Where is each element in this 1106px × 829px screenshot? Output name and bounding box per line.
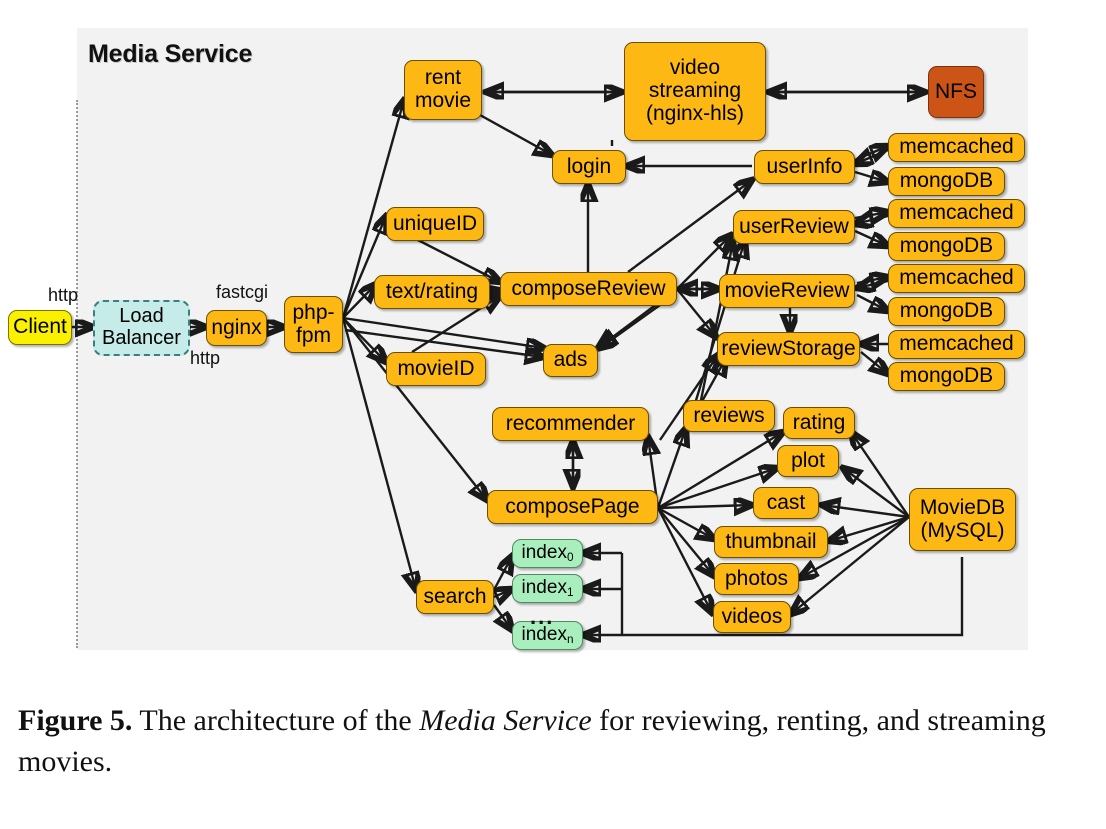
node-memcached-4[interactable]: memcached bbox=[888, 330, 1025, 359]
caption-text-before: The architecture of the bbox=[139, 704, 420, 737]
figure-caption: Figure 5. The architecture of the Media … bbox=[18, 700, 1088, 783]
node-movie-review[interactable]: movieReview bbox=[719, 274, 855, 308]
node-login-label: login bbox=[566, 154, 612, 178]
node-mongodb-2[interactable]: mongoDB bbox=[888, 232, 1005, 261]
node-video-streaming-label-2: streaming bbox=[648, 79, 742, 103]
node-nfs[interactable]: NFS bbox=[928, 66, 984, 118]
node-rent-movie-label-1: rent bbox=[424, 66, 462, 90]
node-nginx[interactable]: nginx bbox=[206, 310, 267, 346]
node-memcached-1-label: memcached bbox=[899, 135, 1014, 159]
node-movie-db-label-2: (MySQL) bbox=[920, 518, 1005, 542]
caption-figure-label: Figure 5. bbox=[18, 704, 133, 737]
node-user-review[interactable]: userReview bbox=[733, 210, 855, 244]
node-movie-id-label: movieID bbox=[397, 356, 475, 380]
node-reviews[interactable]: reviews bbox=[683, 400, 775, 432]
panel-title: Media Service bbox=[88, 40, 253, 68]
node-review-storage-label: reviewStorage bbox=[721, 336, 856, 360]
node-compose-review-label: composeReview bbox=[511, 276, 666, 300]
node-load-balancer[interactable]: Load Balancer bbox=[93, 300, 190, 356]
index-ellipsis: ... bbox=[530, 604, 555, 629]
node-search-label: search bbox=[423, 584, 487, 608]
node-memcached-3[interactable]: memcached bbox=[888, 264, 1025, 293]
node-videos-label: videos bbox=[721, 604, 783, 628]
node-memcached-3-label: memcached bbox=[899, 266, 1014, 290]
node-rating[interactable]: rating bbox=[783, 407, 855, 439]
node-plot[interactable]: plot bbox=[777, 445, 839, 477]
node-php-fpm-label-2: fpm bbox=[295, 323, 331, 347]
node-php-fpm-label-1: php- bbox=[292, 300, 335, 324]
node-movie-db-label-1: MovieDB bbox=[919, 495, 1006, 519]
node-index-1[interactable]: index1 bbox=[512, 574, 583, 603]
node-movie-id[interactable]: movieID bbox=[386, 352, 486, 386]
node-user-info[interactable]: userInfo bbox=[754, 150, 855, 184]
node-unique-id[interactable]: uniqueID bbox=[386, 207, 484, 241]
node-compose-page[interactable]: composePage bbox=[487, 490, 658, 524]
node-thumbnail[interactable]: thumbnail bbox=[714, 526, 828, 558]
node-mongodb-1-label: mongoDB bbox=[899, 169, 994, 193]
node-text-rating-label: text/rating bbox=[385, 279, 479, 303]
node-index-n[interactable]: indexn bbox=[512, 621, 583, 650]
node-rent-movie-label-2: movie bbox=[414, 89, 472, 112]
node-recommender-label: recommender bbox=[505, 411, 636, 435]
node-mongodb-4[interactable]: mongoDB bbox=[888, 362, 1005, 391]
edge-label-fastcgi: fastcgi bbox=[216, 282, 269, 302]
node-mongodb-3[interactable]: mongoDB bbox=[888, 297, 1005, 326]
node-cast-label: cast bbox=[766, 490, 806, 514]
node-php-fpm[interactable]: php- fpm bbox=[284, 296, 343, 353]
panel-boundary-divider bbox=[76, 100, 78, 648]
node-text-rating[interactable]: text/rating bbox=[374, 275, 490, 309]
node-memcached-4-label: memcached bbox=[899, 332, 1014, 356]
node-index-0-label: index0 bbox=[521, 541, 574, 564]
node-client[interactable]: Client bbox=[8, 310, 72, 345]
node-ads[interactable]: ads bbox=[543, 344, 598, 377]
caption-emphasis: Media Service bbox=[419, 704, 592, 737]
node-video-streaming-label-1: video bbox=[669, 56, 721, 80]
node-memcached-2[interactable]: memcached bbox=[888, 199, 1025, 228]
caption-text-after: for reviewing, renting, and streaming mo… bbox=[18, 704, 1046, 779]
node-client-label: Client bbox=[13, 315, 67, 339]
node-photos-label: photos bbox=[724, 566, 789, 590]
node-plot-label: plot bbox=[791, 448, 825, 472]
node-mongodb-3-label: mongoDB bbox=[899, 299, 994, 323]
node-photos[interactable]: photos bbox=[714, 563, 799, 595]
node-videos[interactable]: videos bbox=[713, 601, 791, 633]
node-index-0[interactable]: index0 bbox=[512, 539, 583, 568]
node-rent-movie[interactable]: rent movie bbox=[404, 60, 482, 120]
node-compose-page-label: composePage bbox=[505, 494, 640, 518]
node-thumbnail-label: thumbnail bbox=[725, 529, 817, 553]
node-mongodb-1[interactable]: mongoDB bbox=[888, 167, 1005, 196]
node-unique-id-label: uniqueID bbox=[392, 211, 478, 235]
node-memcached-1[interactable]: memcached bbox=[888, 133, 1025, 162]
node-load-balancer-label-2: Balancer bbox=[102, 327, 181, 349]
node-nginx-label: nginx bbox=[211, 315, 262, 339]
node-mongodb-2-label: mongoDB bbox=[899, 234, 994, 258]
node-reviews-label: reviews bbox=[693, 403, 765, 427]
node-ads-label: ads bbox=[553, 348, 588, 372]
node-load-balancer-label-1: Load bbox=[119, 305, 164, 328]
edge-label-http-lb: http bbox=[190, 348, 221, 368]
node-search[interactable]: search bbox=[416, 580, 494, 614]
node-user-review-label: userReview bbox=[739, 214, 849, 238]
node-movie-review-label: movieReview bbox=[724, 278, 850, 302]
node-compose-review[interactable]: composeReview bbox=[500, 272, 677, 306]
edge-label-http-client: http bbox=[48, 285, 79, 305]
node-nfs-label: NFS bbox=[935, 79, 977, 103]
node-recommender[interactable]: recommender bbox=[492, 407, 649, 441]
node-login[interactable]: login bbox=[552, 150, 626, 184]
node-mongodb-4-label: mongoDB bbox=[899, 364, 994, 388]
node-index-1-label: index1 bbox=[521, 576, 574, 599]
node-index-n-label: indexn bbox=[521, 623, 574, 646]
node-cast[interactable]: cast bbox=[753, 487, 819, 519]
node-video-streaming-label-3: (nginx-hls) bbox=[645, 101, 745, 125]
node-video-streaming[interactable]: video streaming (nginx-hls) bbox=[624, 42, 766, 141]
node-rating-label: rating bbox=[792, 410, 846, 434]
node-review-storage[interactable]: reviewStorage bbox=[717, 332, 860, 366]
node-user-info-label: userInfo bbox=[766, 154, 843, 178]
node-memcached-2-label: memcached bbox=[899, 201, 1014, 225]
node-movie-db[interactable]: MovieDB (MySQL) bbox=[909, 488, 1016, 551]
